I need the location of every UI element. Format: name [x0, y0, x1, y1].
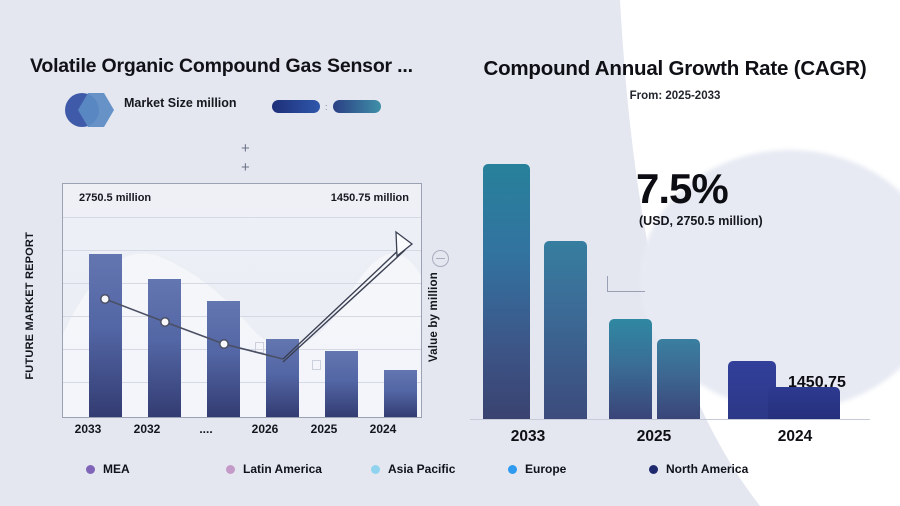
left-chart-panel: 2750.5 million 1450.75 million: [62, 183, 422, 418]
legend-item-latin-america[interactable]: Latin America: [226, 462, 371, 476]
xtick-2032: 2032: [133, 422, 161, 436]
market-size-legend-label: Market Size million: [124, 96, 237, 110]
legend-item-north-america[interactable]: North America: [649, 462, 748, 476]
left-chart-title: Volatile Organic Compound Gas Sensor ...: [30, 55, 413, 77]
legend-item-mea[interactable]: MEA: [86, 462, 226, 476]
rbar-2033-primary: [483, 164, 530, 419]
legend-pill-secondary: [332, 100, 381, 113]
right-value-annotation: 1450.75 million: [330, 192, 409, 204]
cagr-subtitle: From: 2025-2033: [629, 90, 721, 102]
rxtick-2024: 2024: [777, 428, 813, 445]
ghost-square-icon-2: [312, 360, 321, 370]
bar-2033: [89, 254, 122, 417]
y-axis-label-value-by-million: Value by million: [428, 272, 440, 363]
legend-label-asia-pacific: Asia Pacific: [388, 462, 456, 476]
rbar-2033-secondary: [544, 241, 587, 419]
minus-circle-icon: [432, 250, 449, 267]
legend-label-europe: Europe: [525, 462, 567, 476]
legend: MEA Latin America Asia Pacific Europe No…: [0, 462, 900, 476]
xtick-2026: 2026: [251, 422, 279, 436]
plus-decor-icon-2: +: [241, 159, 250, 176]
xtick-dots: ....: [199, 422, 213, 436]
left-value-annotation: 2750.5 million: [79, 192, 152, 204]
rbar-2025-secondary: [657, 339, 700, 419]
ghost-bracket-icon: [607, 276, 645, 292]
xtick-2025: 2025: [310, 422, 338, 436]
legend-item-europe[interactable]: Europe: [508, 462, 649, 476]
cagr-title: Compound Annual Growth Rate (CAGR): [483, 57, 867, 80]
legend-pill-group: :: [272, 100, 381, 113]
trend-line-overlay: [100, 230, 414, 363]
rbar-2024-secondary: [768, 387, 840, 419]
xtick-2033: 2033: [74, 422, 102, 436]
legend-dot-north-america: [649, 464, 658, 474]
legend-dot-asia-pacific: [371, 464, 380, 474]
cagr-usd-note: (USD, 2750.5 million): [639, 214, 763, 228]
xtick-2024: 2024: [369, 422, 397, 436]
rxtick-2033: 2033: [510, 428, 546, 445]
legend-label-north-america: North America: [666, 462, 749, 476]
cagr-percentage: 7.5%: [636, 165, 729, 212]
value-callout-1450: 1450.75: [788, 374, 846, 391]
right-chart-baseline: [470, 419, 870, 420]
legend-dot-europe: [508, 464, 517, 474]
plus-decor-icon-1: +: [241, 140, 250, 157]
bar-2025: [325, 351, 358, 417]
y-axis-label-future-market-report: FUTURE MARKET REPORT: [24, 232, 36, 380]
legend-item-asia-pacific[interactable]: Asia Pacific: [371, 462, 508, 476]
legend-dot-latin-america: [226, 464, 235, 474]
circle-hexagon-logo-icon: [65, 93, 114, 127]
bar-2032: [148, 279, 181, 417]
legend-label-latin-america: Latin America: [243, 462, 322, 476]
legend-dot-mea: [86, 464, 95, 474]
bar-dots: [207, 301, 240, 417]
legend-label-mea: MEA: [103, 462, 130, 476]
rbar-2025-primary: [609, 319, 652, 419]
legend-pill-separator: :: [325, 101, 328, 112]
bar-2024: [384, 370, 417, 417]
rxtick-2025: 2025: [636, 428, 672, 445]
legend-pill-primary: [272, 100, 320, 113]
